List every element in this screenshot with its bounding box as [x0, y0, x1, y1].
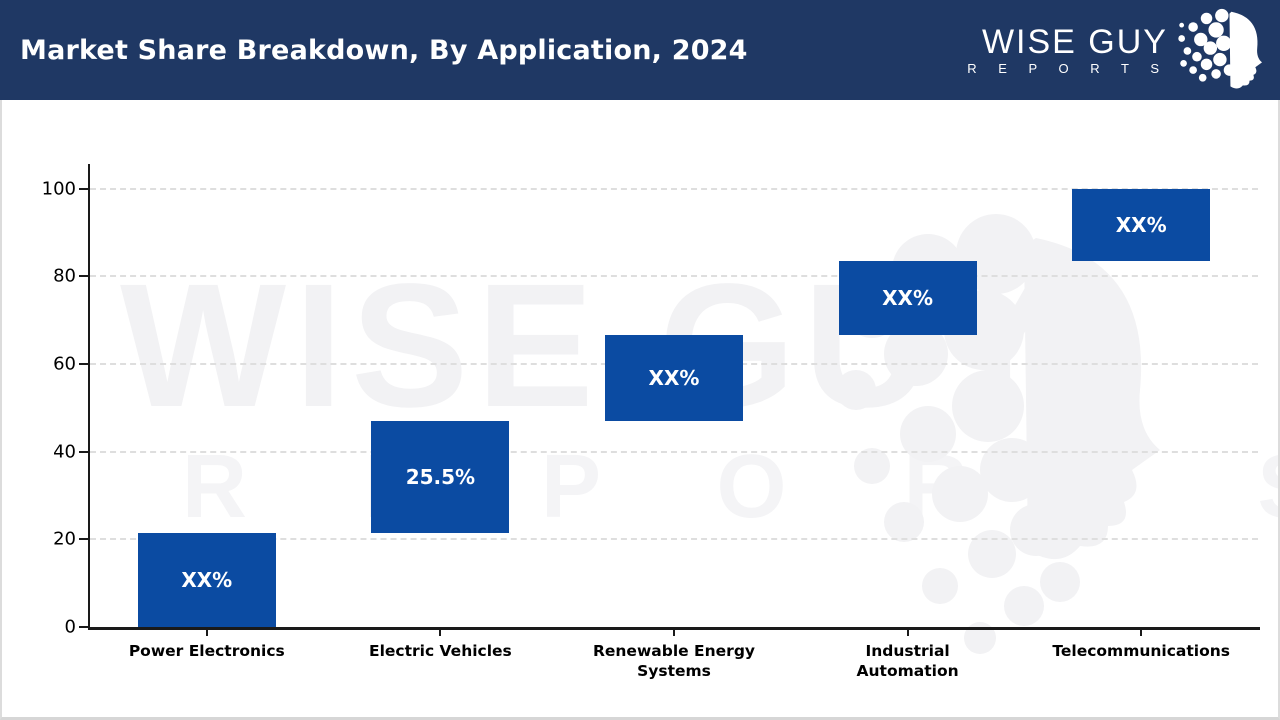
x-axis-tick — [439, 627, 442, 636]
gridline-40 — [90, 450, 1258, 453]
bar-value-label: XX% — [181, 567, 233, 592]
bar-power-electronics: XX% — [137, 532, 276, 627]
y-tick-label: 60 — [53, 353, 76, 375]
y-tick-label: 40 — [53, 441, 76, 463]
y-tick-label: 80 — [53, 265, 76, 287]
x-tick-label: Industrial Automation — [856, 642, 959, 681]
y-axis-tick — [79, 362, 88, 365]
chart-figure: WISE GUY R E P O R T S 0 20 40 60 80 100 XX% Po… — [0, 100, 1280, 720]
brand-logo: WISE GUY R E P O R T S — [963, 7, 1262, 93]
bar-industrial-automation: XX% — [838, 260, 977, 336]
y-axis-tick — [79, 187, 88, 190]
header-bar: Market Share Breakdown, By Application, … — [0, 0, 1280, 100]
bar-renewable-energy-systems: XX% — [605, 335, 743, 421]
y-axis-tick — [79, 275, 88, 278]
gridline-20 — [90, 538, 1258, 541]
y-axis-tick — [79, 626, 88, 628]
bar-value-label: XX% — [882, 286, 934, 311]
x-tick-label: Renewable Energy Systems — [592, 642, 756, 681]
x-axis-tick — [906, 627, 909, 636]
gridline-80 — [90, 275, 1258, 278]
bar-value-label: XX% — [1115, 212, 1167, 237]
bar-telecommunications: XX% — [1072, 188, 1211, 261]
y-axis-tick — [79, 450, 88, 453]
page-title: Market Share Breakdown, By Application, … — [20, 34, 748, 66]
brand-logo-text: WISE GUY R E P O R T S — [963, 25, 1168, 76]
y-tick-label: 100 — [41, 178, 76, 199]
brand-face-icon — [1178, 8, 1262, 89]
x-tick-label: Telecommunications — [1052, 642, 1231, 660]
bar-value-label: XX% — [648, 366, 700, 391]
bar-value-label: 25.5% — [405, 464, 476, 489]
x-axis-tick — [673, 627, 675, 636]
bar-electric-vehicles: 25.5% — [371, 420, 510, 533]
y-tick-label: 0 — [64, 616, 76, 638]
x-axis-tick — [205, 627, 208, 636]
x-tick-label: Power Electronics — [128, 642, 285, 660]
x-tick-label: Electric Vehicles — [368, 642, 512, 660]
gridline-100 — [90, 187, 1258, 190]
y-tick-label: 20 — [53, 528, 76, 550]
brand-subtitle: R E P O R T S — [967, 60, 1168, 76]
brand-name: WISE GUY — [981, 22, 1168, 61]
y-axis-tick — [79, 538, 88, 541]
x-axis-tick — [1140, 627, 1143, 636]
y-axis-line — [88, 164, 90, 629]
